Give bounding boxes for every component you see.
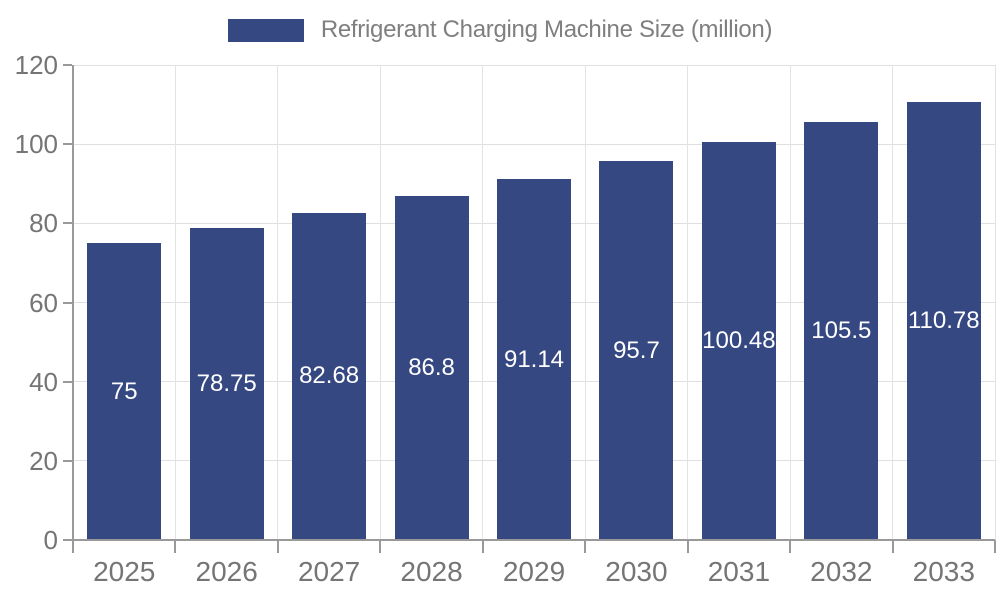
x-tick-label: 2026: [195, 556, 258, 587]
legend-item-refrigerant-charging-machine-size[interactable]: Refrigerant Charging Machine Size (milli…: [227, 16, 773, 44]
y-axis-tick: [63, 539, 72, 541]
bar-2031: 100.48: [701, 142, 776, 540]
bar-value-label: 82.68: [299, 362, 360, 390]
x-axis-tick: [994, 540, 996, 553]
bar-value-label: 100.48: [702, 327, 776, 355]
bar-2033: 110.78: [906, 101, 981, 540]
bar-value-label: 78.75: [196, 370, 257, 398]
y-tick-label: 60: [29, 287, 58, 318]
bar-2032: 105.5: [804, 122, 879, 540]
x-gridline: [584, 65, 586, 540]
y-tick-label: 20: [29, 445, 58, 476]
bar-value-label: 95.7: [613, 336, 660, 364]
x-gridline: [994, 65, 996, 540]
y-axis-line: [72, 65, 74, 540]
y-axis-tick: [63, 380, 72, 383]
bar-value-label: 91.14: [503, 345, 565, 373]
x-tick-label: 2030: [605, 556, 668, 587]
y-tick-label: 0: [43, 525, 58, 555]
bar-value-label: 86.8: [408, 354, 455, 382]
y-axis-tick: [63, 64, 72, 66]
y-tick-label: 120: [14, 50, 58, 80]
x-gridline: [277, 65, 279, 540]
bar-value-label: 105.5: [811, 317, 872, 345]
y-gridline: [73, 143, 995, 145]
x-gridline: [482, 65, 484, 540]
x-axis-tick: [584, 540, 587, 553]
bar-value-label: 75: [110, 377, 138, 405]
x-gridline: [789, 65, 791, 540]
x-gridline: [687, 65, 689, 540]
bar-2029: 91.14: [497, 179, 571, 540]
bar-2025: 75: [87, 243, 162, 540]
y-axis-tick: [63, 301, 72, 304]
y-axis-tick: [63, 459, 72, 462]
x-axis-tick: [891, 540, 894, 553]
legend-label: Refrigerant Charging Machine Size (milli…: [320, 16, 773, 43]
x-axis-line: [71, 539, 995, 541]
y-tick-label: 80: [29, 208, 58, 239]
x-tick-label: 2027: [297, 556, 361, 587]
legend-swatch: [227, 18, 304, 42]
x-gridline: [174, 65, 176, 540]
y-tick-label: 100: [14, 129, 58, 160]
x-tick-label: 2033: [912, 556, 975, 587]
x-axis-tick: [174, 540, 177, 553]
x-gridline: [892, 65, 894, 540]
y-axis-tick: [63, 222, 72, 225]
x-tick-label: 2025: [93, 556, 156, 587]
bar-2030: 95.7: [599, 161, 674, 540]
x-tick-label: 2029: [502, 556, 566, 587]
x-axis-tick: [276, 540, 279, 553]
y-gridline: [73, 64, 995, 66]
chart-legend: Refrigerant Charging Machine Size (milli…: [0, 16, 1000, 44]
x-gridline: [379, 65, 381, 540]
x-axis-tick: [686, 540, 689, 553]
x-axis-tick: [379, 540, 382, 553]
bar-2027: 82.68: [292, 212, 367, 540]
x-tick-label: 2028: [400, 556, 463, 587]
y-axis-tick: [63, 143, 72, 146]
plot-area: 0 20 40 60 80 100 120 75 2025 78.75 2026 82.68 2027 8…: [15, 52, 996, 587]
x-tick-label: 2031: [707, 556, 771, 587]
y-tick-label: 40: [29, 366, 58, 397]
bar-2028: 86.8: [394, 196, 469, 540]
x-axis-tick: [481, 540, 484, 553]
x-axis-tick: [789, 540, 792, 553]
x-axis-tick: [72, 540, 74, 553]
x-tick-label: 2032: [810, 556, 873, 587]
bar-value-label: 110.78: [907, 306, 980, 334]
bar-2026: 78.75: [189, 228, 264, 540]
